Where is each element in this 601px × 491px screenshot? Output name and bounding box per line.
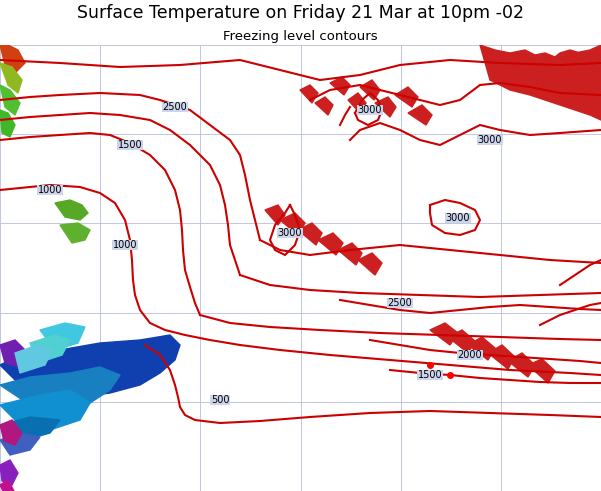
- Text: 1000: 1000: [38, 185, 63, 195]
- Polygon shape: [375, 97, 396, 117]
- Polygon shape: [0, 340, 28, 367]
- Polygon shape: [330, 77, 350, 95]
- Text: 1500: 1500: [118, 140, 142, 150]
- Text: 2500: 2500: [163, 102, 188, 112]
- Polygon shape: [315, 97, 333, 115]
- Polygon shape: [318, 233, 343, 255]
- Polygon shape: [265, 205, 285, 225]
- Polygon shape: [0, 433, 40, 455]
- Polygon shape: [488, 345, 515, 369]
- Polygon shape: [528, 359, 555, 383]
- Polygon shape: [0, 45, 25, 73]
- Text: 1500: 1500: [418, 370, 442, 380]
- Text: 3000: 3000: [478, 135, 502, 145]
- Polygon shape: [30, 335, 70, 363]
- Polygon shape: [0, 85, 20, 115]
- Polygon shape: [0, 367, 120, 410]
- Polygon shape: [430, 323, 458, 345]
- Polygon shape: [550, 45, 601, 85]
- Polygon shape: [358, 253, 382, 275]
- Text: 3000: 3000: [358, 105, 382, 115]
- Polygon shape: [508, 353, 535, 377]
- Polygon shape: [55, 200, 88, 220]
- Polygon shape: [0, 335, 180, 397]
- Polygon shape: [0, 63, 22, 93]
- Polygon shape: [338, 243, 362, 265]
- Polygon shape: [40, 323, 85, 350]
- Text: Freezing level contours: Freezing level contours: [223, 30, 378, 43]
- Polygon shape: [298, 223, 322, 245]
- Polygon shape: [408, 105, 432, 125]
- Text: 500: 500: [211, 395, 229, 405]
- Polygon shape: [280, 213, 305, 235]
- Polygon shape: [0, 110, 15, 137]
- Polygon shape: [15, 345, 52, 373]
- Polygon shape: [480, 45, 601, 120]
- Polygon shape: [0, 390, 90, 430]
- Text: 1000: 1000: [113, 240, 137, 250]
- Text: 3000: 3000: [446, 213, 470, 223]
- Text: 2000: 2000: [458, 350, 483, 360]
- Polygon shape: [348, 93, 366, 113]
- Polygon shape: [360, 80, 380, 100]
- Polygon shape: [60, 223, 90, 243]
- Text: Surface Temperature on Friday 21 Mar at 10pm -02: Surface Temperature on Friday 21 Mar at …: [77, 3, 524, 22]
- Polygon shape: [468, 337, 495, 360]
- Polygon shape: [300, 85, 318, 103]
- Polygon shape: [0, 417, 60, 440]
- Text: 3000: 3000: [278, 228, 302, 238]
- Polygon shape: [448, 330, 475, 353]
- Polygon shape: [0, 480, 15, 491]
- Polygon shape: [395, 87, 418, 107]
- Text: 2500: 2500: [388, 298, 412, 308]
- Polygon shape: [0, 460, 18, 485]
- Polygon shape: [0, 420, 22, 445]
